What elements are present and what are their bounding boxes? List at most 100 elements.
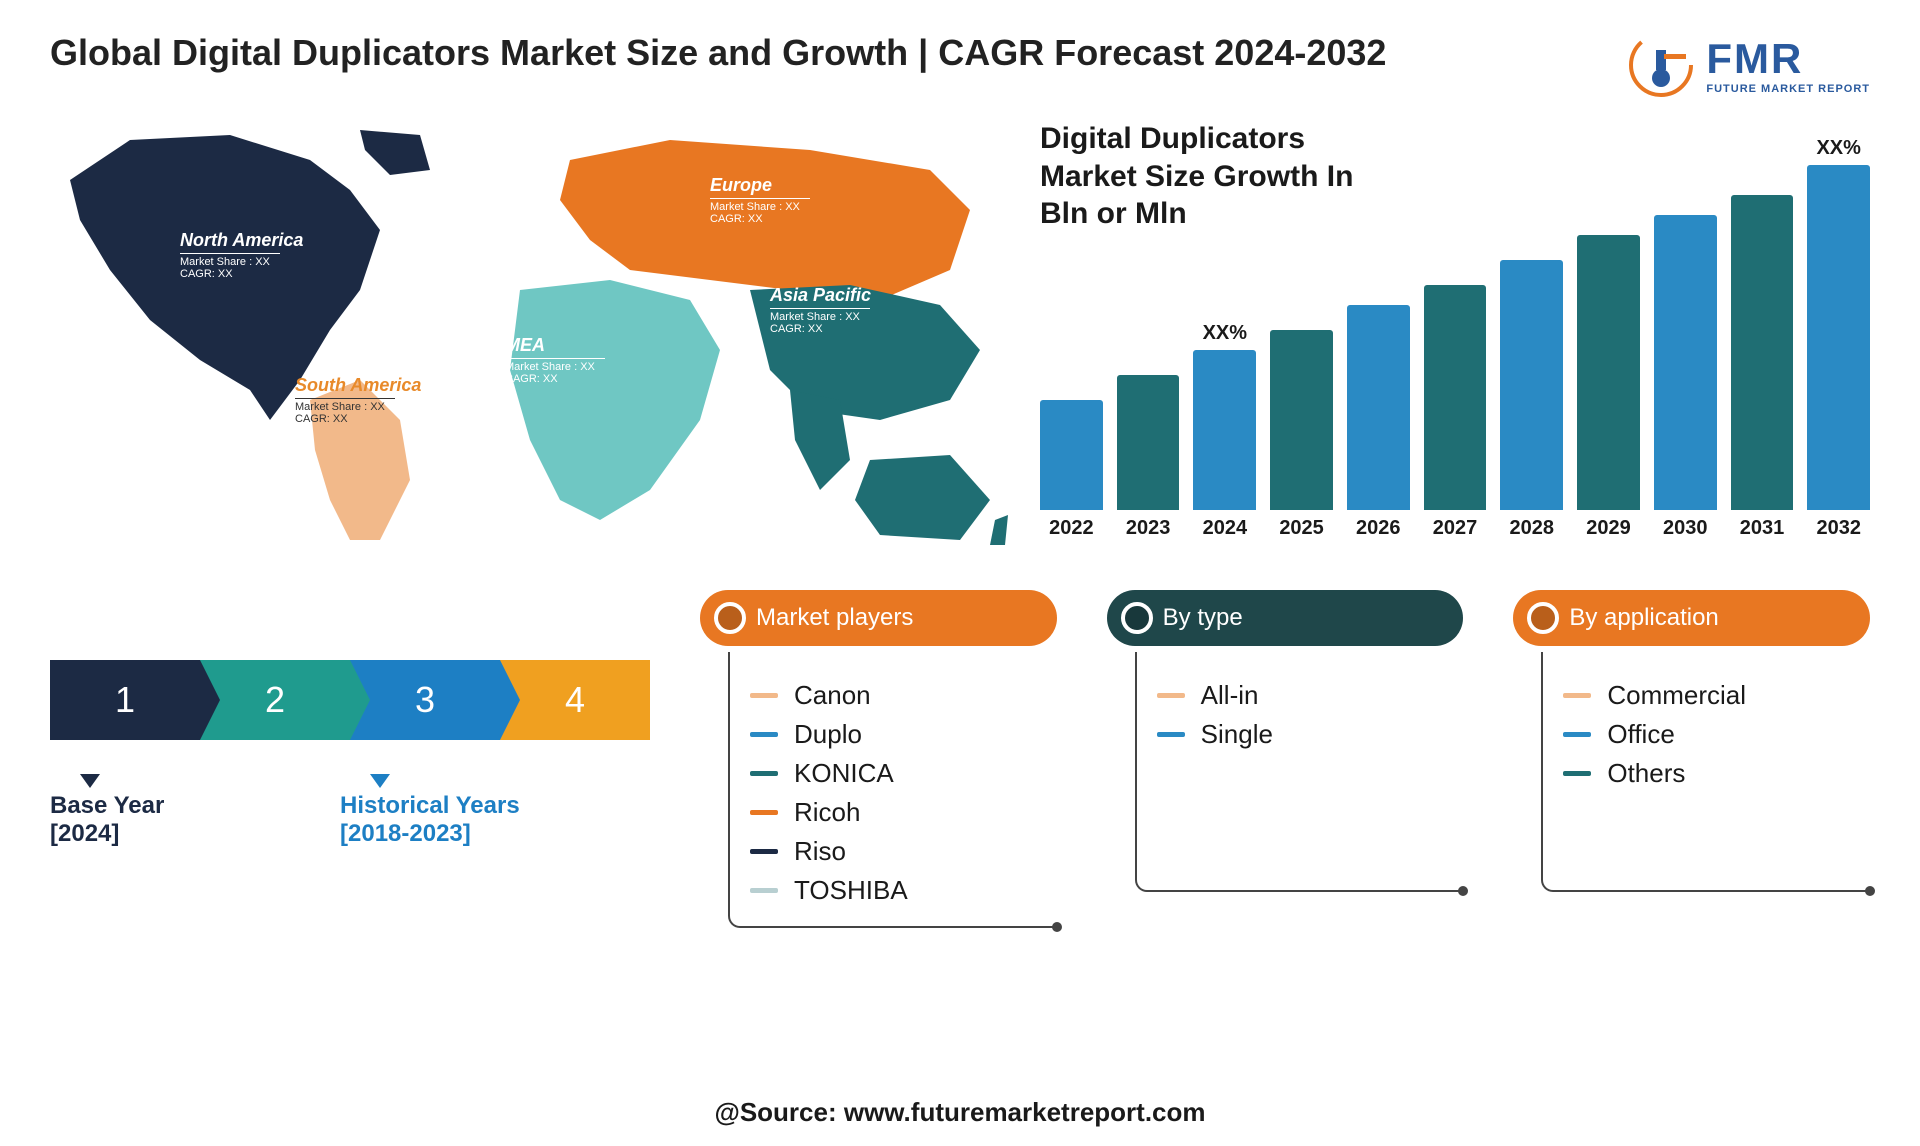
bar-2022: 2022 [1040, 400, 1103, 510]
dash-icon [750, 732, 778, 737]
region-north-america: North America Market Share : XX CAGR: XX [180, 230, 303, 280]
list-item: Others [1563, 758, 1860, 789]
region-share: Market Share : XX [770, 311, 871, 323]
by-application-list: Commercial Office Others [1541, 652, 1870, 892]
list-item-text: TOSHIBA [794, 875, 908, 906]
region-europe: Europe Market Share : XX CAGR: XX [710, 175, 810, 225]
list-item-text: Riso [794, 836, 846, 867]
bar-rect [1807, 165, 1870, 510]
region-name: Europe [710, 175, 810, 196]
list-item: Commercial [1563, 680, 1860, 711]
market-players-col: Market players Canon Duplo KONICA Ricoh Riso… [700, 590, 1057, 928]
region-name: MEA [505, 335, 605, 356]
bar-rect [1117, 375, 1180, 510]
region-asia-pacific: Asia Pacific Market Share : XX CAGR: XX [770, 285, 871, 335]
bar-year-label: 2032 [1816, 517, 1861, 540]
list-item: Duplo [750, 719, 1047, 750]
bar-year-label: 2027 [1433, 517, 1478, 540]
bar-rect [1193, 350, 1256, 510]
dash-icon [750, 810, 778, 815]
dash-icon [1157, 693, 1185, 698]
bar-2029: 2029 [1577, 235, 1640, 510]
region-name: Asia Pacific [770, 285, 871, 306]
pill-label: By type [1163, 604, 1243, 632]
bar-year-label: 2025 [1279, 517, 1324, 540]
page-title: Global Digital Duplicators Market Size a… [50, 30, 1386, 77]
bar-2031: 2031 [1731, 195, 1794, 510]
list-item-text: Commercial [1607, 680, 1746, 711]
list-item-text: Duplo [794, 719, 862, 750]
logo: FMR FUTURE MARKET REPORT [1626, 30, 1870, 100]
timeline: Forecast Years [2024-2032] CAGR XX%% 123… [50, 590, 650, 740]
bar-callout: XX% [1816, 137, 1860, 160]
dash-icon [1563, 732, 1591, 737]
list-item-text: All-in [1201, 680, 1259, 711]
bar-year-label: 2022 [1049, 517, 1094, 540]
list-item-text: Ricoh [794, 797, 860, 828]
list-item: Ricoh [750, 797, 1047, 828]
list-item: All-in [1157, 680, 1454, 711]
list-item: Office [1563, 719, 1860, 750]
timeline-segment-3: 3 [350, 660, 500, 740]
bar-rect [1500, 260, 1563, 510]
world-map: North America Market Share : XX CAGR: XX… [50, 120, 1010, 550]
region-cagr: CAGR: XX [180, 268, 303, 280]
bar-year-label: 2028 [1510, 517, 1555, 540]
logo-abbrev: FMR [1706, 35, 1870, 83]
by-type-list: All-in Single [1135, 652, 1464, 892]
bar-2025: 2025 [1270, 330, 1333, 510]
dash-icon [1563, 771, 1591, 776]
bar-rect [1654, 215, 1717, 510]
region-share: Market Share : XX [505, 361, 605, 373]
region-cagr: CAGR: XX [770, 323, 871, 335]
timeline-segment-2: 2 [200, 660, 350, 740]
bar-year-label: 2023 [1126, 517, 1171, 540]
region-share: Market Share : XX [180, 256, 303, 268]
pill-by-type: By type [1107, 590, 1464, 646]
pill-market-players: Market players [700, 590, 1057, 646]
bar-year-label: 2024 [1203, 517, 1248, 540]
list-item-text: Others [1607, 758, 1685, 789]
list-item: Single [1157, 719, 1454, 750]
bar-year-label: 2030 [1663, 517, 1708, 540]
by-application-col: By application Commercial Office Others [1513, 590, 1870, 892]
bar-2030: 2030 [1654, 215, 1717, 510]
dash-icon [1563, 693, 1591, 698]
dash-icon [750, 693, 778, 698]
pill-label: Market players [756, 604, 913, 632]
timeline-segment-1: 1 [50, 660, 200, 740]
list-item-text: KONICA [794, 758, 894, 789]
bar-2023: 2023 [1117, 375, 1180, 510]
market-players-list: Canon Duplo KONICA Ricoh Riso TOSHIBA [728, 652, 1057, 928]
bar-rect [1731, 195, 1794, 510]
historical-years-label: Historical Years [2018-2023] [340, 770, 520, 848]
pill-label: By application [1569, 604, 1718, 632]
region-name: North America [180, 230, 303, 251]
region-south-america: South America Market Share : XX CAGR: XX [295, 375, 421, 425]
timeline-bar: 1234 [50, 660, 650, 740]
logo-subtitle: FUTURE MARKET REPORT [1706, 83, 1870, 95]
list-item: Canon [750, 680, 1047, 711]
region-mea: MEA Market Share : XX CAGR: XX [505, 335, 605, 385]
region-name: South America [295, 375, 421, 396]
bar-rect [1270, 330, 1333, 510]
region-share: Market Share : XX [710, 201, 810, 213]
bar-rect [1424, 285, 1487, 510]
logo-icon [1626, 30, 1696, 100]
base-year-label: Base Year [2024] [50, 770, 164, 848]
list-item-text: Office [1607, 719, 1674, 750]
region-cagr: CAGR: XX [295, 413, 421, 425]
bar-year-label: 2031 [1740, 517, 1785, 540]
bar-year-label: 2026 [1356, 517, 1401, 540]
bar-rect [1577, 235, 1640, 510]
bar-rect [1347, 305, 1410, 510]
bar-2026: 2026 [1347, 305, 1410, 510]
bar-rect [1040, 400, 1103, 510]
list-item: TOSHIBA [750, 875, 1047, 906]
region-share: Market Share : XX [295, 401, 421, 413]
dash-icon [1157, 732, 1185, 737]
by-type-col: By type All-in Single [1107, 590, 1464, 892]
list-item-text: Canon [794, 680, 871, 711]
list-item: Riso [750, 836, 1047, 867]
region-cagr: CAGR: XX [505, 373, 605, 385]
